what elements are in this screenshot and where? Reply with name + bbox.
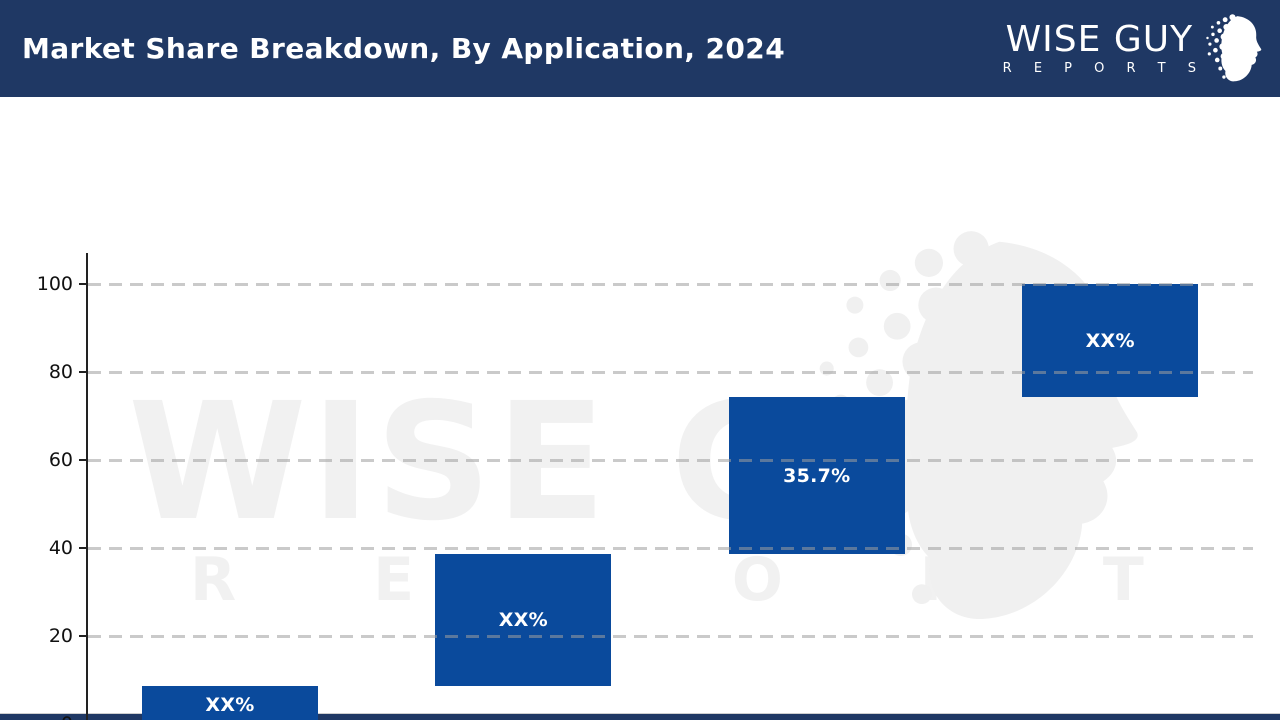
chart-canvas: WISE GUY R E P O R T S XX% XX% 35.7% XX% 0 2… — [0, 97, 1280, 720]
footer-divider — [0, 713, 1280, 714]
y-tick-label-100: 100 — [36, 273, 73, 295]
gridline-60 — [88, 459, 1253, 462]
y-tick-label-80: 80 — [48, 361, 73, 383]
bar-research-and-development: XX% — [1022, 284, 1199, 398]
plot-area: XX% XX% 35.7% XX% — [86, 253, 1253, 720]
bar-biotechnology: XX% — [435, 554, 612, 687]
footer-accent-bar — [0, 714, 1280, 720]
bar-pharmaceuticals: 35.7% — [728, 397, 905, 555]
brand-logo: WISE GUY R E P O R T S — [1003, 9, 1266, 89]
chart-title: Market Share Breakdown, By Application, … — [22, 32, 786, 65]
y-axis-spine — [86, 253, 88, 720]
bar-value-label: XX% — [1085, 329, 1135, 352]
watermark-subtext: R E P O R T S — [190, 545, 1280, 615]
brand-name: WISE GUY — [1005, 19, 1194, 60]
y-tick-mark-60 — [79, 459, 86, 461]
bar-value-label: 35.7% — [783, 464, 851, 487]
gridline-80 — [88, 371, 1253, 374]
bar-value-label: XX% — [498, 609, 549, 632]
bar-value-label: XX% — [205, 694, 255, 717]
brand-subtitle: R E P O R T S — [1002, 61, 1205, 76]
brand-wordmark: WISE GUY R E P O R T S — [1003, 19, 1196, 76]
watermark-text: WISE GUY — [128, 369, 1065, 557]
y-tick-mark-40 — [79, 547, 86, 549]
y-tick-label-20: 20 — [48, 625, 73, 647]
y-tick-mark-100 — [79, 283, 86, 285]
bar-diagnostic: XX% — [142, 686, 318, 720]
y-tick-mark-80 — [79, 371, 86, 373]
gridline-20 — [88, 635, 1253, 638]
gridline-100 — [88, 283, 1253, 286]
y-tick-label-40: 40 — [48, 537, 73, 559]
y-tick-label-0: 0 — [13, 714, 73, 720]
wise-guy-head-icon — [1206, 13, 1262, 81]
y-tick-label-60: 60 — [48, 449, 73, 471]
y-tick-mark-20 — [79, 635, 86, 637]
header-band: Market Share Breakdown, By Application, … — [0, 0, 1280, 97]
gridline-40 — [88, 547, 1253, 550]
